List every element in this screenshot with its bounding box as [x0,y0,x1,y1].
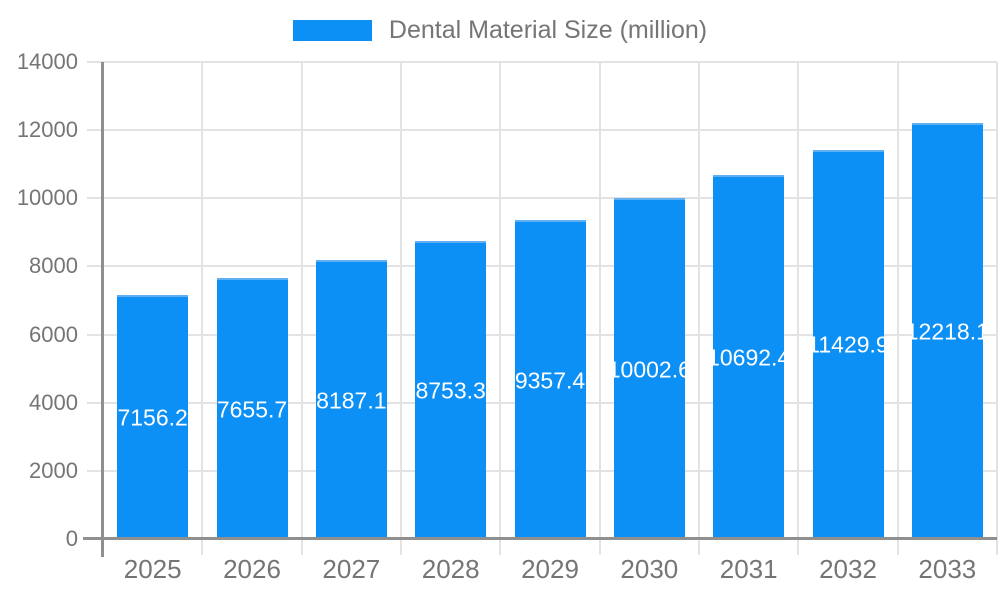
bar-2028: 8753.3 [415,240,487,539]
y-axis-labels: 0 2000 4000 6000 8000 10000 12000 14000 [17,51,997,550]
bar-2030: 10002.6 [613,198,685,539]
bar-value-label-2028: 8753.3 [415,377,486,404]
plot-area: 7156.2 7655.7 8187.1 8753.3 9357.4 10002.6 106… [17,51,998,582]
x-axis-tick-label-2033: 2033 [918,554,977,584]
y-axis-tick-label-10000: 10000 [16,185,78,211]
gridline-x-8 [896,62,899,555]
bar-value-label-2033: 12218.1 [912,318,983,345]
legend-swatch [292,20,372,41]
y-axis-tick-label-14000: 14000 [16,49,78,74]
legend-item[interactable]: Dental Material Size (million) [292,16,708,44]
bar-value-label-2027: 8187.1 [316,387,387,414]
gridline-x-2 [300,62,303,555]
x-axis-tick-label-2032: 2032 [819,554,877,584]
y-axis-tick-label-12000: 12000 [16,117,78,143]
bar-2029: 9357.4 [514,220,586,539]
bar-2027: 8187.1 [315,260,387,539]
x-axis-tick-label-2030: 2030 [620,554,679,584]
legend-label: Dental Material Size (million) [388,16,708,44]
gridline-x-9 [996,62,998,555]
bar-2033: 12218.1 [911,122,983,539]
x-axis-tick-label-2031: 2031 [719,554,778,584]
y-axis-tick-label-6000: 6000 [29,321,78,347]
bar-2032: 11429.9 [812,149,884,539]
x-axis-tick-label-2029: 2029 [521,554,579,584]
bar-value-label-2030: 10002.6 [614,356,685,383]
gridline-x-1 [201,62,204,555]
y-axis-tick-label-2000: 2000 [29,457,78,483]
y-axis-line [101,62,104,557]
gridline-y-12000 [87,129,997,132]
x-axis-tick-label-2028: 2028 [421,554,480,584]
x-axis-tick-label-2025: 2025 [123,554,182,584]
bar-2025: 7156.2 [117,295,189,539]
bar-value-label-2029: 9357.4 [514,367,586,394]
gridline-x-5 [598,62,601,555]
bar-value-label-2025: 7156.2 [117,404,188,431]
gridline-x-3 [400,62,402,555]
legend: Dental Material Size (million) [0,18,1000,43]
gridline-x-7 [797,62,800,555]
gridline-x-4 [499,62,502,555]
x-axis-tick-label-2026: 2026 [223,554,281,584]
x-axis-tick-label-2027: 2027 [322,554,381,584]
y-axis-tick-label-0: 0 [65,526,78,551]
x-axis-line [83,537,997,540]
bar-2031: 10692.4 [713,174,785,539]
y-axis-tick-label-4000: 4000 [29,389,78,415]
y-axis-tick-label-8000: 8000 [29,253,78,279]
gridline-y-14000 [87,61,997,63]
bar-2026: 7655.7 [216,278,288,539]
bar-value-label-2032: 11429.9 [813,331,884,358]
bar-value-label-2026: 7655.7 [216,396,288,423]
bars-layer: 7156.2 7655.7 8187.1 8753.3 9357.4 10002.6 106… [103,62,997,539]
x-axis-labels: 2025 2026 2027 2028 2029 2030 2031 2032 2033 [103,62,997,582]
bar-value-label-2031: 10692.4 [713,344,784,371]
gridline-x-6 [698,62,700,555]
gridline-y-10000 [87,197,997,200]
